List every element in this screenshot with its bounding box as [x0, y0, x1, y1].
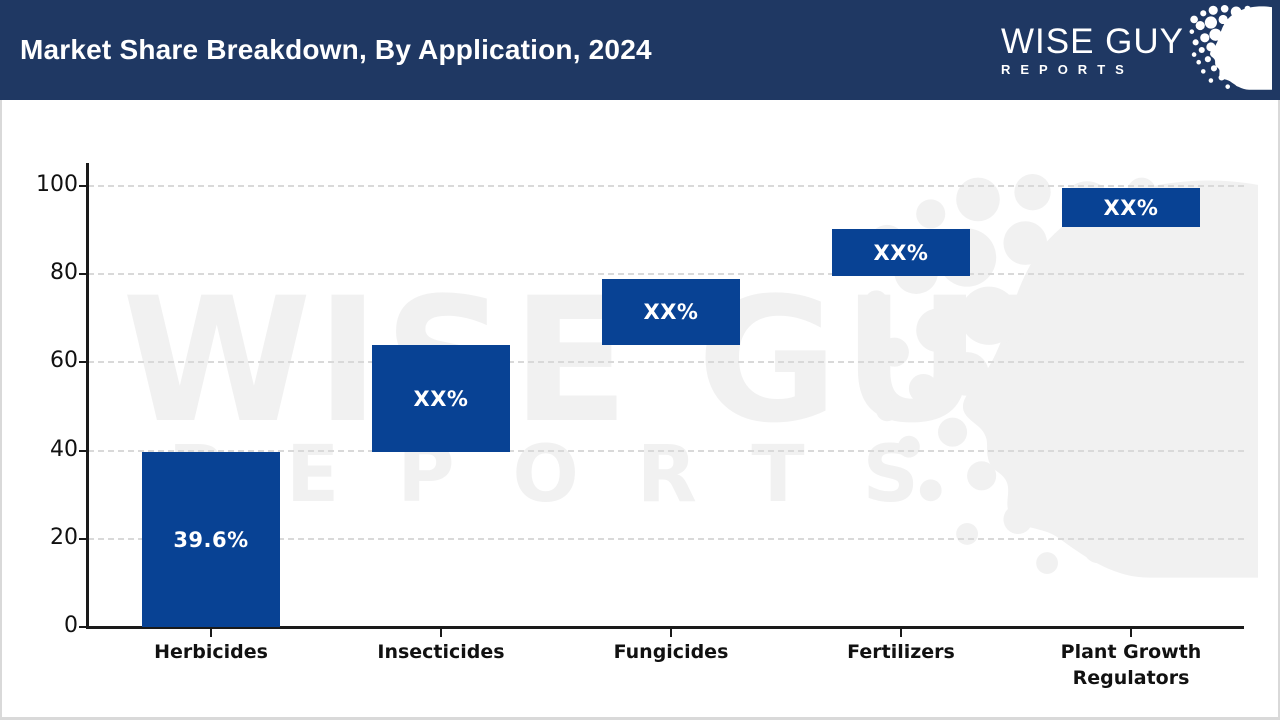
chart-title: Market Share Breakdown, By Application, … [20, 34, 652, 65]
x-tick-mark-fertilizers [900, 629, 902, 637]
y-tick-label-20: 20 [50, 524, 78, 550]
bar-value-label-fungicides: XX% [643, 299, 699, 324]
x-category-label-herbicides: Herbicides [154, 641, 268, 663]
bar-value-label-fertilizers: XX% [873, 240, 929, 265]
y-tick-label-80: 80 [50, 260, 78, 286]
y-tick-label-0: 0 [64, 613, 78, 638]
header-bar: Market Share Breakdown, By Application, … [0, 0, 1280, 100]
brand-logo-text: WISE GUY REPORTS [1001, 24, 1184, 77]
y-tick-label-100: 100 [36, 172, 78, 197]
bar-herbicides: 39.6% [142, 452, 280, 627]
chart-area: WISE GUY REPORTS 0 20 40 60 80 100 39.6% Herbic… [0, 100, 1280, 720]
x-tick-mark-herbicides [210, 629, 212, 637]
watermark-text-2: REPORTS [168, 430, 977, 520]
y-axis-line [86, 163, 89, 629]
gridline-20 [88, 537, 1244, 540]
x-tick-mark-plant-growth-regulators [1130, 629, 1132, 637]
gridline-100 [88, 185, 1244, 187]
gridline-80 [88, 273, 1244, 276]
bar-fungicides: XX% [602, 278, 740, 345]
brand-name: WISE GUY [1000, 21, 1184, 61]
x-category-label-fertilizers: Fertilizers [847, 641, 955, 663]
x-category-label-fungicides: Fungicides [613, 641, 729, 663]
plot-region: WISE GUY REPORTS 0 20 40 60 80 100 39.6% Herbic… [0, 100, 1280, 715]
x-axis-line [87, 626, 1244, 629]
y-tick-mark-100 [79, 185, 87, 187]
gridline-40 [88, 449, 1244, 452]
bar-value-label-plant-growth-regulators: XX% [1103, 195, 1159, 220]
y-tick-mark-0 [79, 626, 87, 628]
brand-subname: REPORTS [1000, 61, 1134, 77]
x-category-label-plant-growth-regulators: Plant Growth Regulators [1060, 641, 1202, 689]
gridline-60 [88, 361, 1244, 364]
bar-fertilizers: XX% [832, 229, 970, 277]
bar-value-label-herbicides: 39.6% [173, 527, 249, 552]
x-tick-mark-fungicides [670, 629, 672, 637]
bar-insecticides: XX% [372, 344, 510, 453]
y-tick-mark-40 [79, 449, 87, 452]
bar-value-label-insecticides: XX% [413, 386, 469, 411]
y-tick-label-60: 60 [50, 348, 78, 374]
y-tick-label-40: 40 [50, 436, 78, 462]
y-tick-mark-80 [79, 273, 87, 276]
brand-face-icon [1189, 4, 1272, 90]
y-tick-mark-60 [79, 361, 87, 364]
y-tick-mark-20 [79, 537, 87, 540]
x-tick-mark-insecticides [440, 629, 442, 637]
x-category-label-insecticides: Insecticides [377, 641, 505, 663]
brand-logo: WISE GUY REPORTS [1001, 0, 1272, 100]
bar-plant-growth-regulators: XX% [1062, 187, 1200, 228]
